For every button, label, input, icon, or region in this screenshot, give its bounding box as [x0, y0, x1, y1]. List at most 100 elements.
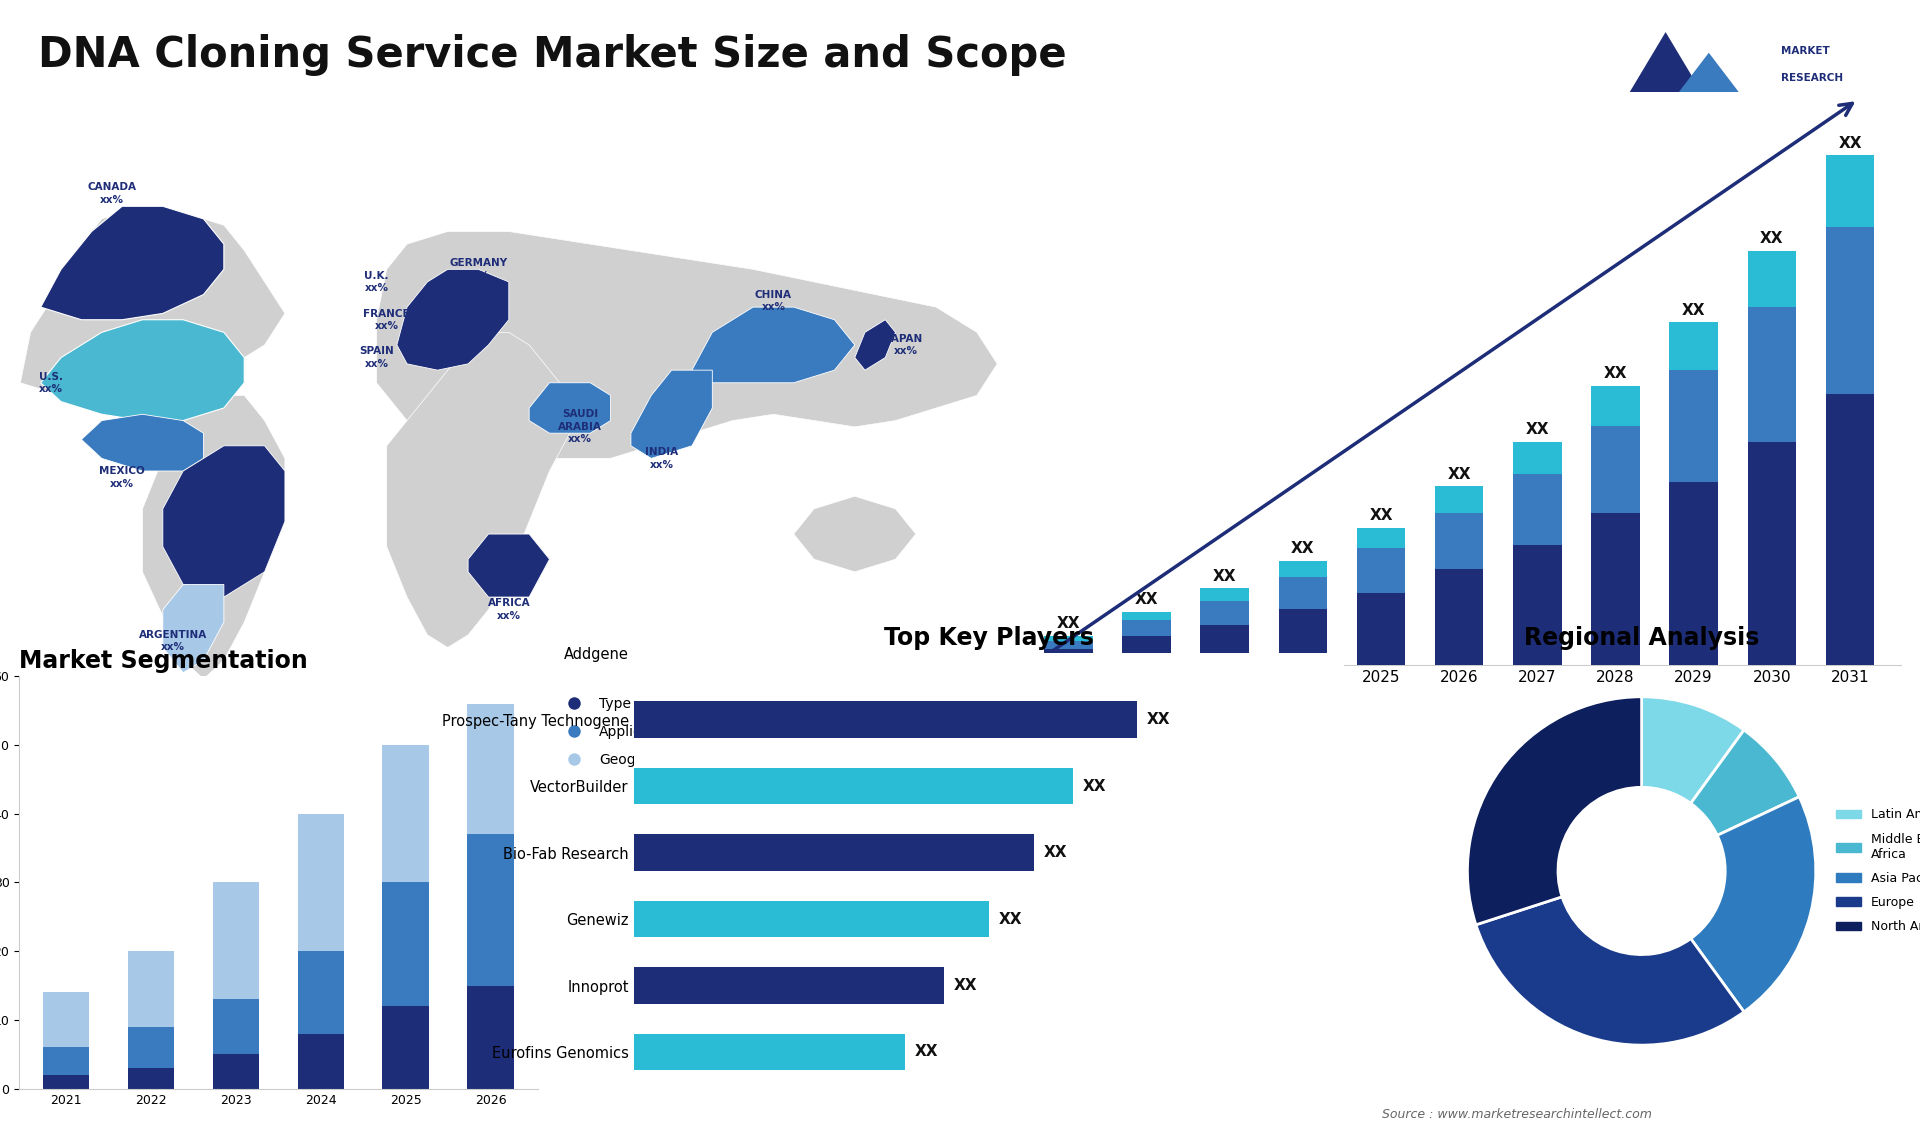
Polygon shape [468, 534, 549, 597]
Bar [1200, 601, 1248, 625]
Text: CHINA
xx%: CHINA xx% [755, 290, 791, 312]
Bar [634, 701, 1137, 738]
Polygon shape [40, 206, 225, 320]
Text: RESEARCH: RESEARCH [1782, 73, 1843, 84]
Text: BRAZIL
xx%: BRAZIL xx% [192, 523, 234, 545]
Text: XX: XX [1213, 568, 1236, 583]
Polygon shape [142, 395, 284, 678]
Legend: Latin America, Middle East &
Africa, Asia Pacific, Europe, North America: Latin America, Middle East & Africa, Asi… [1832, 803, 1920, 939]
Bar [382, 1006, 430, 1089]
Text: INDIA
xx%: INDIA xx% [645, 447, 678, 470]
Text: XX: XX [1448, 466, 1471, 481]
Polygon shape [691, 307, 854, 383]
Bar [1592, 513, 1640, 665]
Bar [467, 834, 515, 986]
Bar [1357, 528, 1405, 549]
Bar [1279, 609, 1327, 665]
Polygon shape [163, 446, 284, 597]
Text: Market Segmentation: Market Segmentation [19, 649, 307, 673]
Bar [1747, 251, 1795, 307]
Text: XX: XX [1369, 508, 1392, 523]
Bar [213, 999, 259, 1054]
Bar [1826, 394, 1874, 665]
Polygon shape [854, 320, 895, 370]
Legend: Type, Application, Geography: Type, Application, Geography [555, 691, 684, 772]
Bar [298, 814, 344, 951]
Bar [1747, 307, 1795, 442]
Bar [1044, 649, 1092, 665]
Bar [127, 951, 175, 1027]
Bar [634, 834, 1035, 871]
Bar [634, 901, 989, 937]
Bar [213, 882, 259, 999]
Bar [1826, 227, 1874, 394]
Bar [42, 1075, 90, 1089]
Bar [298, 951, 344, 1034]
Text: ITALY
xx%: ITALY xx% [442, 333, 474, 356]
Bar [1123, 636, 1171, 665]
Bar [1592, 426, 1640, 513]
Bar [1200, 588, 1248, 601]
Polygon shape [1609, 32, 1722, 128]
Bar [127, 1068, 175, 1089]
Wedge shape [1467, 697, 1642, 925]
Bar [634, 967, 943, 1004]
Wedge shape [1692, 796, 1816, 1012]
Bar [127, 1027, 175, 1068]
Bar [1357, 549, 1405, 594]
Text: XX: XX [1682, 303, 1705, 317]
Text: Source : www.marketresearchintellect.com: Source : www.marketresearchintellect.com [1382, 1108, 1653, 1121]
Polygon shape [40, 320, 244, 421]
Text: XX: XX [914, 1044, 939, 1060]
Bar [634, 768, 1073, 804]
Bar [1434, 486, 1484, 513]
Title: Top Key Players: Top Key Players [883, 626, 1094, 650]
Bar [1670, 481, 1718, 665]
Polygon shape [21, 206, 284, 395]
Wedge shape [1692, 730, 1799, 835]
Text: XX: XX [1603, 367, 1628, 382]
Polygon shape [793, 496, 916, 572]
Wedge shape [1476, 897, 1743, 1045]
Bar [1123, 612, 1171, 620]
Bar [1513, 545, 1561, 665]
Bar [467, 986, 515, 1089]
Text: XX: XX [1056, 617, 1081, 631]
Text: XX: XX [1135, 592, 1158, 607]
Bar [1513, 473, 1561, 545]
Text: DNA Cloning Service Market Size and Scope: DNA Cloning Service Market Size and Scop… [38, 34, 1068, 77]
Polygon shape [386, 332, 570, 647]
Bar [42, 992, 90, 1047]
Bar [298, 1034, 344, 1089]
Polygon shape [163, 584, 225, 673]
Bar [1044, 641, 1092, 649]
Polygon shape [397, 269, 509, 370]
Polygon shape [530, 383, 611, 433]
Text: JAPAN
xx%: JAPAN xx% [889, 333, 924, 356]
Text: U.S.
xx%: U.S. xx% [38, 371, 63, 394]
Bar [1434, 513, 1484, 570]
Bar [634, 1034, 904, 1070]
Bar [467, 704, 515, 834]
Bar [382, 882, 430, 1006]
Text: XX: XX [952, 978, 977, 994]
Text: MARKET: MARKET [1782, 46, 1830, 56]
Text: XX: XX [1761, 231, 1784, 246]
Text: SOUTH
AFRICA
xx%: SOUTH AFRICA xx% [488, 586, 530, 621]
Text: GERMANY
xx%: GERMANY xx% [449, 258, 507, 281]
Text: INTELLECT: INTELLECT [1782, 101, 1839, 111]
Text: XX: XX [1083, 778, 1106, 794]
Polygon shape [632, 370, 712, 458]
Bar [1434, 570, 1484, 665]
Text: XX: XX [1526, 422, 1549, 437]
Text: XX: XX [998, 911, 1021, 927]
Bar [1279, 562, 1327, 578]
Polygon shape [376, 231, 996, 458]
Bar [1044, 636, 1092, 641]
Bar [1747, 442, 1795, 665]
Bar [1279, 578, 1327, 609]
Bar [1200, 625, 1248, 665]
Bar [1123, 620, 1171, 636]
Text: FRANCE
xx%: FRANCE xx% [363, 308, 411, 331]
Text: SAUDI
ARABIA
xx%: SAUDI ARABIA xx% [559, 409, 603, 445]
